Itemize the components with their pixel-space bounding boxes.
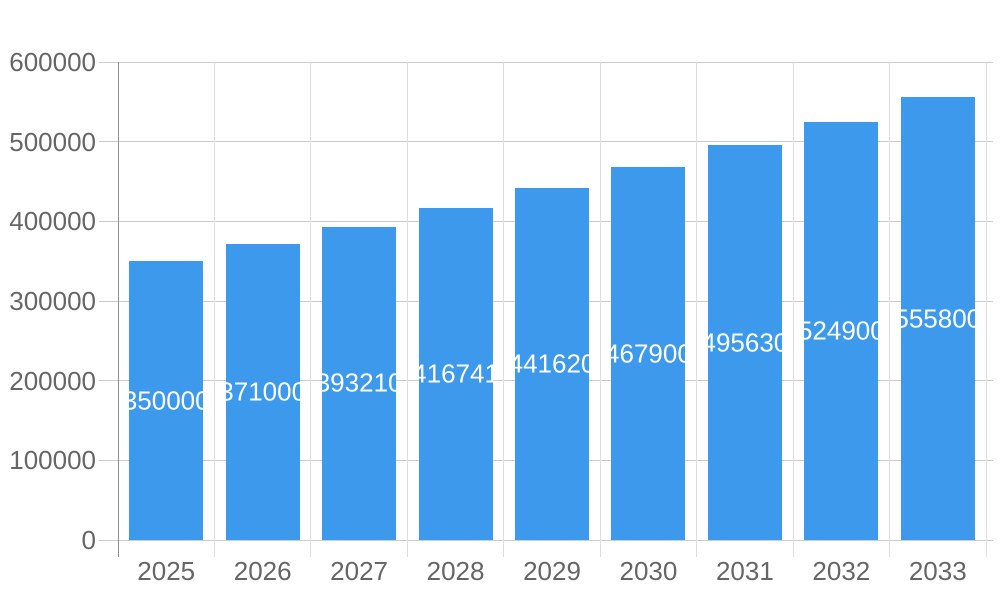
bar-value-label: 350000 xyxy=(129,385,204,416)
bar-value-label: 441620 xyxy=(515,348,589,379)
bar-2031[interactable]: 495630 xyxy=(707,145,782,540)
bar-value-label: 555800 xyxy=(900,303,975,334)
x-axis-tick-label: 2030 xyxy=(619,556,678,586)
y-axis-tick-label: 0 xyxy=(81,525,96,555)
bar-2029[interactable]: 441620 xyxy=(515,188,589,540)
y-axis-tick-label: 600000 xyxy=(9,47,96,77)
bar-value-label: 371000 xyxy=(225,376,300,407)
bar-value-label: 495630 xyxy=(707,327,782,358)
x-axis-tick-label: 2025 xyxy=(137,556,196,586)
bar-2025[interactable]: 350000 xyxy=(129,261,204,540)
gridline-horizontal xyxy=(99,61,993,63)
gridline-vertical xyxy=(503,62,505,557)
gridline-vertical xyxy=(696,62,698,557)
gridline-vertical xyxy=(985,62,987,557)
bar-value-label: 393210 xyxy=(322,367,397,398)
gridline-horizontal xyxy=(99,539,993,541)
x-axis-tick-label: 2031 xyxy=(715,556,774,586)
bar-2030[interactable]: 467900 xyxy=(611,167,686,540)
x-axis-tick-label: 2026 xyxy=(233,556,292,586)
gridline-vertical xyxy=(599,62,601,557)
y-axis-tick-label: 200000 xyxy=(9,365,96,396)
bar-2027[interactable]: 393210 xyxy=(322,226,397,540)
gridline-vertical xyxy=(889,62,891,557)
bar-2032[interactable]: 524900 xyxy=(804,121,879,540)
bar-value-label: 416741 xyxy=(418,358,493,389)
bar-value-label: 467900 xyxy=(611,338,686,369)
bar-2028[interactable]: 416741 xyxy=(418,207,493,540)
x-axis-tick-label: 2029 xyxy=(523,556,581,586)
y-axis-tick-label: 400000 xyxy=(9,206,96,237)
y-axis-tick-label: 300000 xyxy=(9,286,96,316)
gridline-horizontal xyxy=(99,141,993,143)
x-axis-tick-label: 2032 xyxy=(812,556,871,586)
x-axis-tick-label: 2027 xyxy=(330,556,389,586)
bar-2026[interactable]: 371000 xyxy=(225,244,300,540)
bar-2033[interactable]: 555800 xyxy=(900,97,975,540)
gridline-vertical xyxy=(406,62,408,557)
gridline-vertical xyxy=(792,62,794,557)
y-axis-line xyxy=(117,62,119,557)
gridline-vertical xyxy=(213,62,215,557)
x-axis-tick-label: 2033 xyxy=(908,556,967,586)
bar-value-label: 524900 xyxy=(804,315,879,346)
y-axis-tick-label: 100000 xyxy=(9,445,96,476)
y-axis-tick-label: 500000 xyxy=(9,126,96,157)
x-axis-tick-label: 2028 xyxy=(426,556,485,586)
gridline-vertical xyxy=(310,62,312,557)
